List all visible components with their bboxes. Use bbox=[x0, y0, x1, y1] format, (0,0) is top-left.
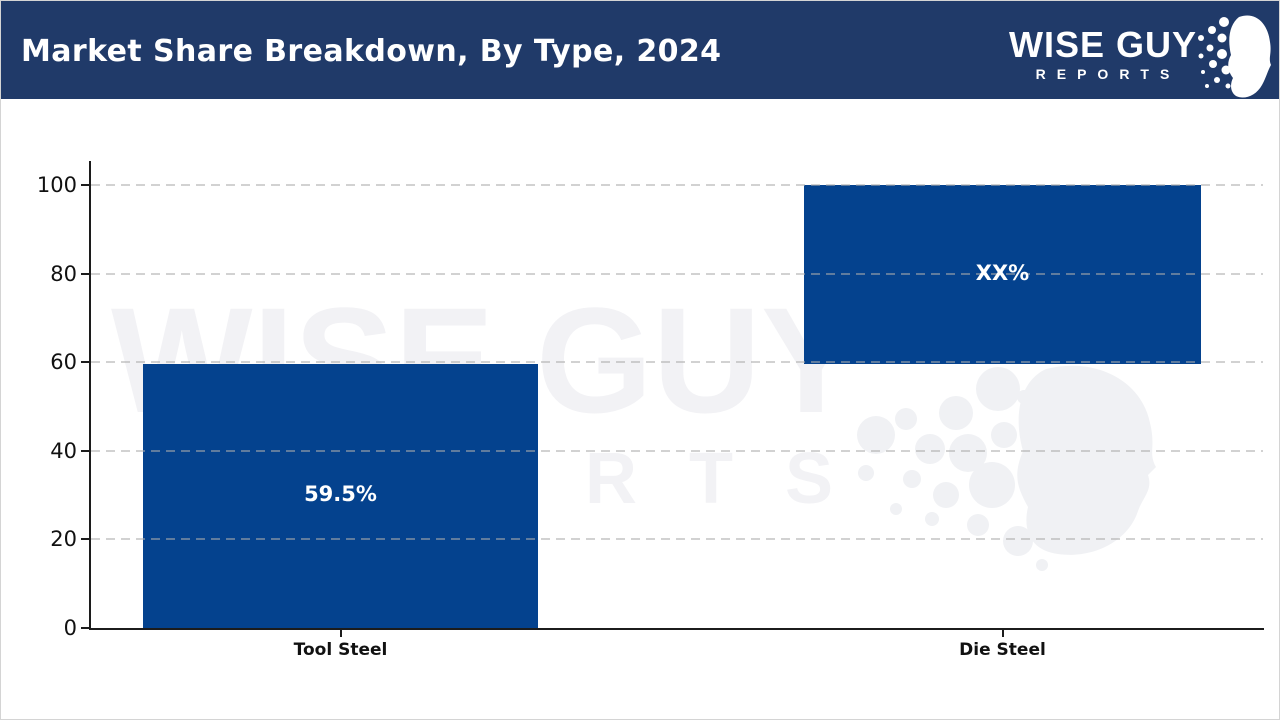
y-tick-label-60: 60 bbox=[50, 350, 77, 375]
x-tick-2 bbox=[1001, 630, 1004, 637]
logo-wordmark: WISE GUY REPORTS bbox=[1008, 24, 1197, 83]
logo-wordmark-line1: WISE GUY bbox=[1008, 24, 1197, 65]
y-tick-60 bbox=[81, 361, 89, 364]
gridline-100 bbox=[91, 184, 1263, 186]
brand-logo: WISE GUY REPORTS bbox=[1007, 5, 1275, 98]
y-axis-line bbox=[89, 161, 91, 630]
bar-tool-steel bbox=[143, 364, 538, 628]
y-tick-label-20: 20 bbox=[50, 527, 77, 552]
header-bar: Market Share Breakdown, By Type, 2024 WI… bbox=[1, 1, 1279, 99]
gridline-20 bbox=[91, 538, 1263, 541]
page-title: Market Share Breakdown, By Type, 2024 bbox=[21, 34, 722, 69]
gridline-60 bbox=[91, 361, 1263, 364]
watermark-head-icon bbox=[857, 365, 1156, 571]
logo-head-icon bbox=[1198, 15, 1271, 98]
y-tick-40 bbox=[81, 449, 89, 452]
x-axis-line bbox=[89, 628, 1264, 630]
x-category-label: Die Steel bbox=[959, 640, 1046, 660]
y-tick-100 bbox=[81, 184, 89, 186]
gridline-80 bbox=[91, 272, 1263, 275]
chart-area: WISE GUY REPORTS 59.5%XX%020406080100Too… bbox=[1, 99, 1279, 719]
x-category-label: Tool Steel bbox=[293, 640, 388, 660]
bar-die-steel bbox=[804, 185, 1201, 365]
y-tick-80 bbox=[81, 272, 89, 275]
y-tick-0 bbox=[81, 627, 89, 629]
y-tick-label-0: 0 bbox=[63, 616, 77, 640]
y-tick-label-80: 80 bbox=[50, 261, 77, 286]
x-tick-1 bbox=[339, 630, 342, 637]
y-tick-label-40: 40 bbox=[50, 438, 77, 463]
bar-value-label: 59.5% bbox=[304, 482, 377, 507]
bar-value-label: XX% bbox=[975, 260, 1030, 285]
y-tick-20 bbox=[81, 538, 89, 541]
gridline-40 bbox=[91, 449, 1263, 452]
y-tick-label-100: 100 bbox=[36, 173, 77, 197]
logo-wordmark-line2: REPORTS bbox=[1035, 66, 1181, 82]
